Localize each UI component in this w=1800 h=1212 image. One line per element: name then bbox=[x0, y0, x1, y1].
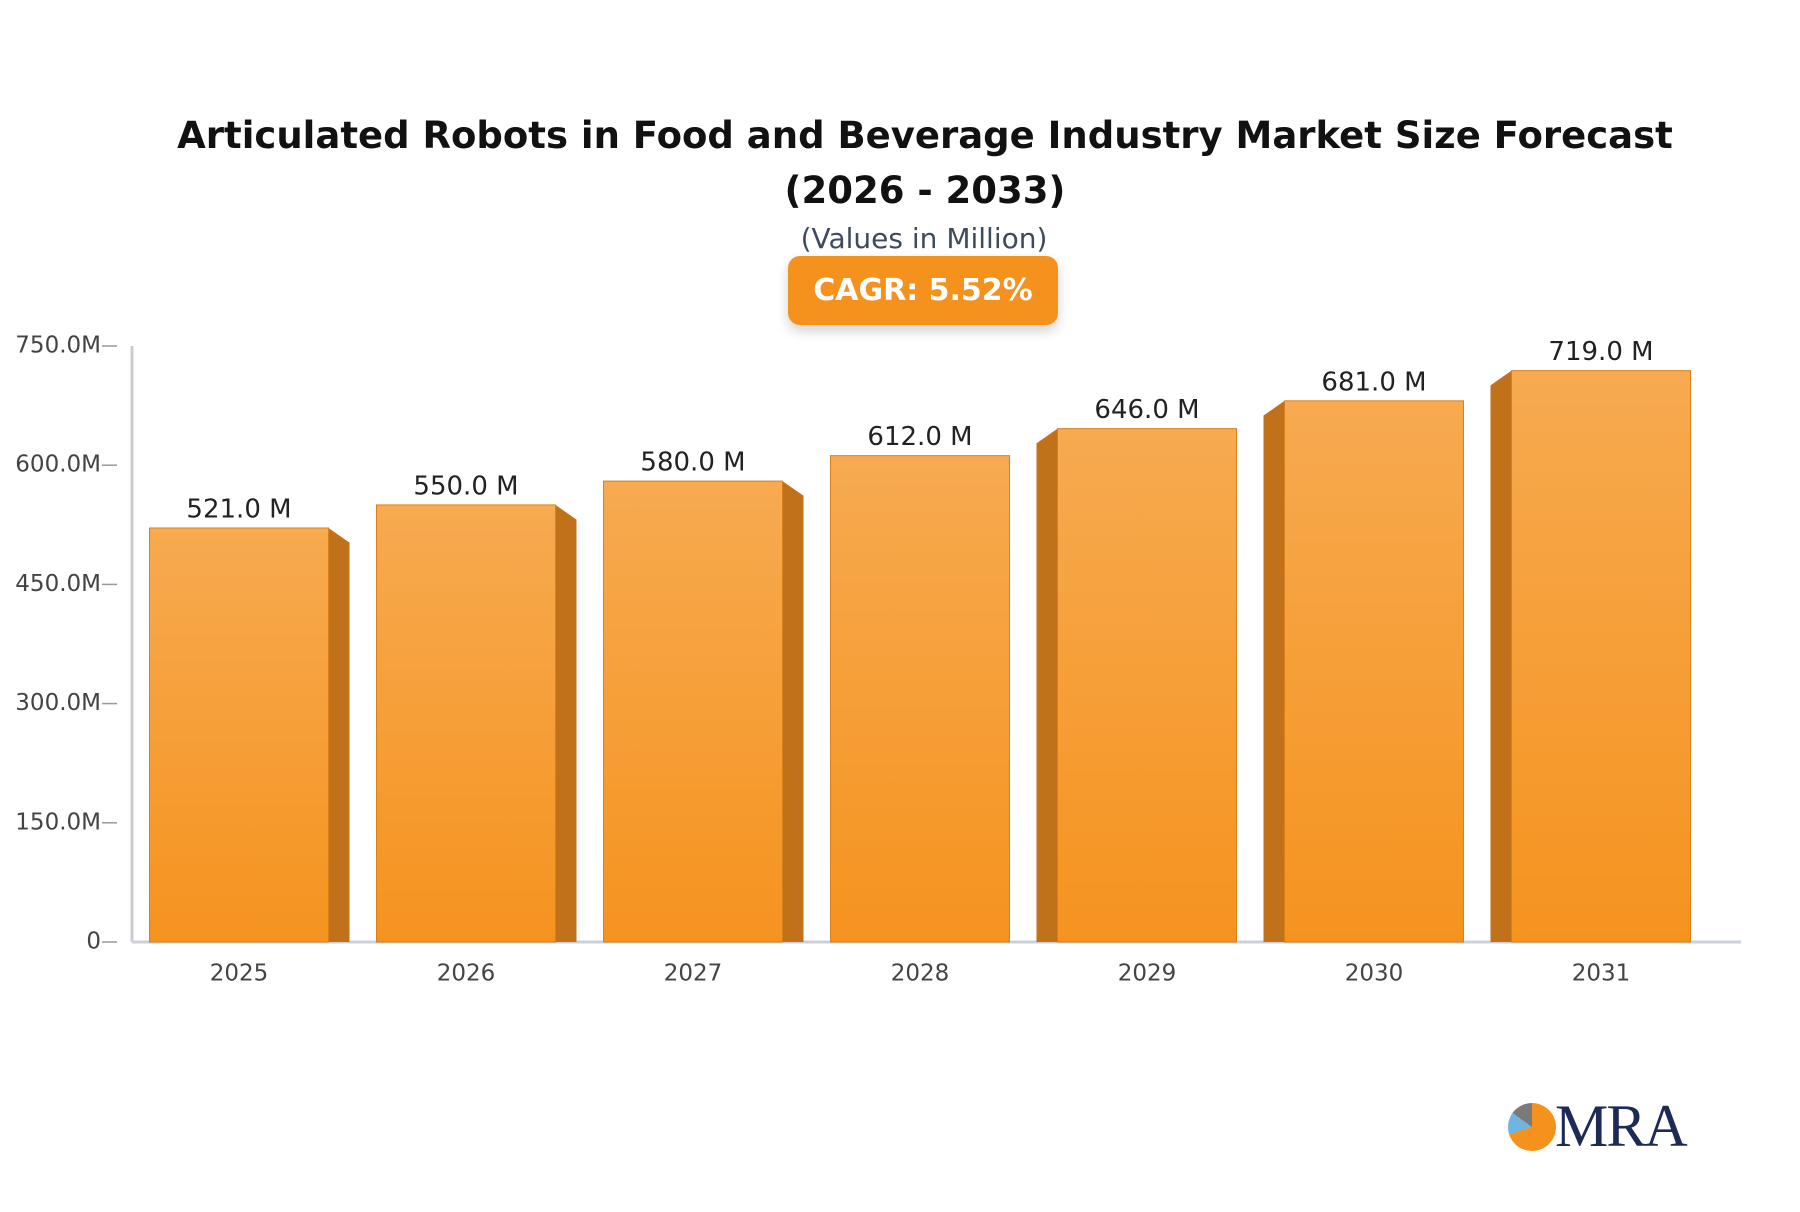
x-tick-label: 2029 bbox=[1118, 961, 1177, 987]
bar bbox=[603, 480, 783, 943]
chart-title: Articulated Robots in Food and Beverage … bbox=[177, 114, 1673, 212]
x-tick-label: 2026 bbox=[437, 961, 496, 987]
y-tick-label: 0 bbox=[86, 929, 101, 955]
bar-side bbox=[1490, 370, 1512, 943]
bar bbox=[830, 455, 1010, 943]
y-tick-label: 750.0M bbox=[15, 333, 101, 359]
value-label: 681.0 M bbox=[1321, 367, 1426, 397]
value-label: 550.0 M bbox=[413, 471, 518, 501]
value-label: 646.0 M bbox=[1094, 395, 1199, 425]
bar bbox=[376, 504, 556, 943]
bar-side bbox=[555, 504, 577, 942]
bar-side bbox=[1263, 400, 1285, 942]
y-tick-label: 450.0M bbox=[15, 571, 101, 597]
y-tick-label: 150.0M bbox=[15, 809, 101, 835]
y-tick-label: 300.0M bbox=[15, 690, 101, 716]
value-label: 521.0 M bbox=[186, 494, 291, 524]
x-tick-label: 2028 bbox=[891, 961, 950, 987]
x-tick-label: 2027 bbox=[664, 961, 723, 987]
value-label: 580.0 M bbox=[640, 448, 745, 478]
chart-subtitle: (Values in Million) bbox=[800, 222, 1048, 255]
bar bbox=[1284, 400, 1464, 943]
bar bbox=[1057, 428, 1237, 943]
bar bbox=[149, 527, 329, 943]
y-tick-label: 600.0M bbox=[15, 452, 101, 478]
bar-side bbox=[1036, 428, 1058, 942]
x-tick-label: 2030 bbox=[1345, 961, 1404, 987]
bar bbox=[1511, 370, 1691, 943]
bar-side bbox=[782, 481, 804, 942]
x-tick-label: 2031 bbox=[1572, 961, 1631, 987]
cagr-badge: CAGR: 5.52% bbox=[788, 256, 1058, 325]
bar-side bbox=[328, 527, 350, 942]
logo-icon bbox=[1508, 1103, 1556, 1151]
x-tick-label: 2025 bbox=[210, 961, 269, 987]
value-label: 719.0 M bbox=[1548, 337, 1653, 367]
logo: MRA bbox=[1555, 1093, 1688, 1159]
value-label: 612.0 M bbox=[867, 422, 972, 452]
